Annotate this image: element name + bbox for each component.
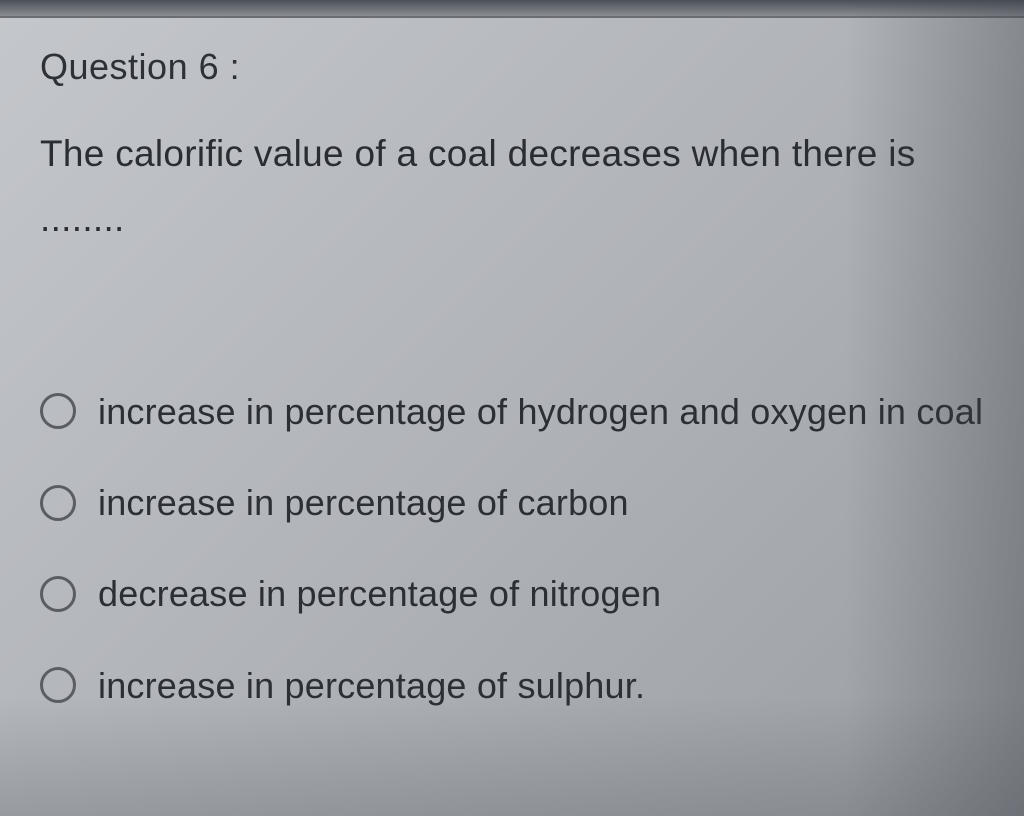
option-label: increase in percentage of sulphur. [98,656,645,715]
options-list: increase in percentage of hydrogen and o… [40,382,984,716]
question-prompt-text: The calorific value of a coal decreases … [40,122,984,252]
option-row[interactable]: increase in percentage of carbon [40,473,984,532]
option-label: increase in percentage of hydrogen and o… [98,382,983,441]
question-container: Question 6 : The calorific value of a co… [0,18,1024,735]
option-row[interactable]: increase in percentage of sulphur. [40,656,984,715]
option-label: decrease in percentage of nitrogen [98,564,661,623]
radio-icon[interactable] [40,393,76,429]
radio-icon[interactable] [40,485,76,521]
option-row[interactable]: decrease in percentage of nitrogen [40,564,984,623]
radio-icon[interactable] [40,576,76,612]
option-label: increase in percentage of carbon [98,473,629,532]
option-row[interactable]: increase in percentage of hydrogen and o… [40,382,984,441]
radio-icon[interactable] [40,667,76,703]
top-border-strip [0,0,1024,18]
question-number-label: Question 6 : [40,46,984,88]
